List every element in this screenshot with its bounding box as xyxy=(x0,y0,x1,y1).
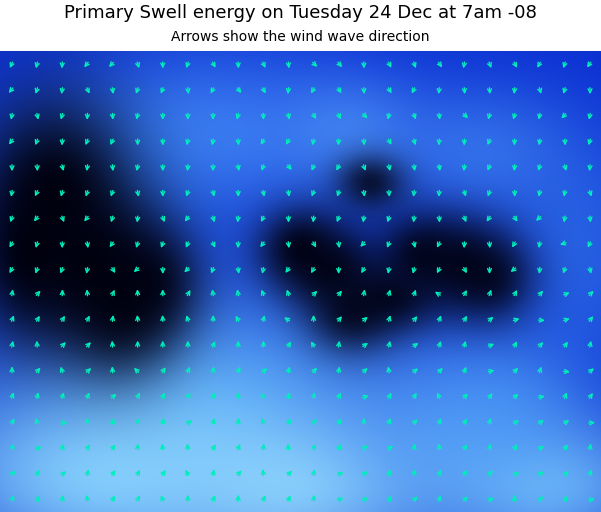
Text: Arrows show the wind wave direction: Arrows show the wind wave direction xyxy=(171,30,430,44)
Text: Primary Swell energy on Tuesday 24 Dec at 7am -08: Primary Swell energy on Tuesday 24 Dec a… xyxy=(64,4,537,22)
